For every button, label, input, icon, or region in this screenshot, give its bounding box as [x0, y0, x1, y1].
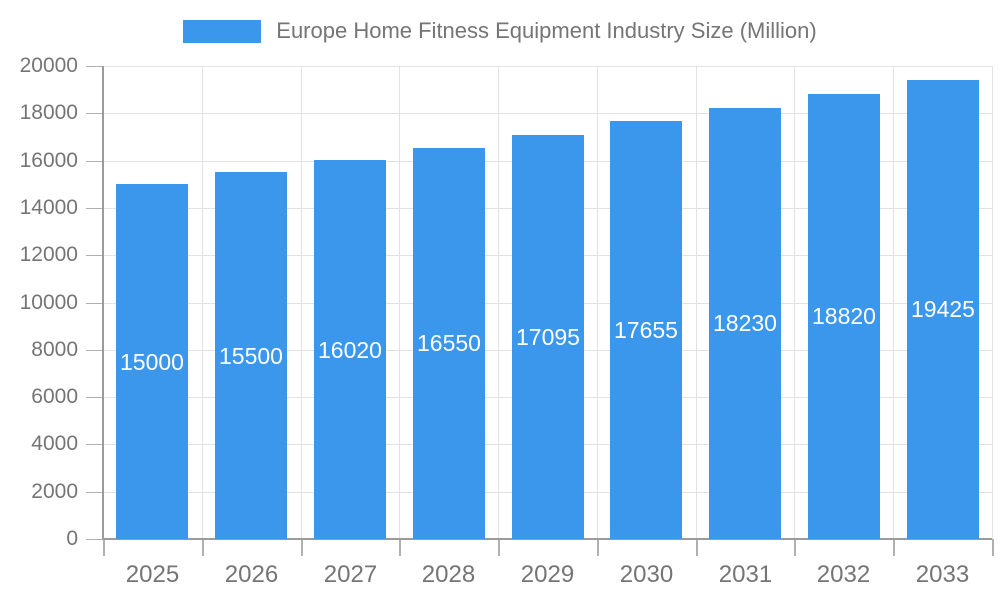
- y-tick-label: 16000: [19, 149, 78, 172]
- y-tick-label: 10000: [19, 291, 78, 314]
- x-gridline: [399, 66, 400, 539]
- bar: [610, 121, 682, 539]
- x-axis-tick: [498, 539, 500, 556]
- x-axis-tick: [103, 539, 105, 556]
- y-tick-label: 18000: [19, 101, 78, 124]
- bar-value-label: 17655: [614, 317, 678, 343]
- x-axis-tick: [399, 539, 401, 556]
- y-tick-label: 20000: [19, 54, 78, 77]
- y-tick-label: 8000: [31, 338, 78, 361]
- y-axis-tick: [86, 161, 103, 162]
- y-axis-tick: [86, 255, 103, 256]
- x-tick-label: 2033: [915, 561, 970, 588]
- x-gridline: [301, 66, 302, 539]
- bar-value-label: 18230: [713, 310, 777, 336]
- bar: [413, 148, 485, 539]
- y-gridline: [103, 113, 992, 114]
- bar-value-label: 15500: [219, 343, 283, 369]
- x-gridline: [696, 66, 697, 539]
- x-axis-tick: [202, 539, 204, 556]
- x-tick-label: 2026: [224, 561, 279, 588]
- y-axis-tick: [86, 492, 103, 493]
- y-axis-tick: [86, 539, 103, 540]
- y-tick-label: 0: [66, 527, 78, 550]
- x-tick-label: 2027: [323, 561, 378, 588]
- y-axis-tick: [86, 208, 103, 209]
- x-tick-label: 2028: [421, 561, 476, 588]
- x-axis-tick: [696, 539, 698, 556]
- y-axis-tick: [86, 397, 103, 398]
- x-gridline: [794, 66, 795, 539]
- x-tick-label: 2025: [125, 561, 180, 588]
- y-axis-line: [102, 66, 104, 539]
- y-axis-tick: [86, 350, 103, 351]
- bar-value-label: 19425: [911, 296, 975, 322]
- y-tick-label: 14000: [19, 196, 78, 219]
- legend-swatch: [183, 19, 262, 43]
- bar: [512, 135, 584, 539]
- y-gridline: [103, 66, 992, 67]
- bar: [709, 108, 781, 539]
- x-tick-label: 2030: [619, 561, 674, 588]
- x-gridline: [597, 66, 598, 539]
- x-tick-label: 2032: [816, 561, 871, 588]
- y-tick-label: 6000: [31, 385, 78, 408]
- x-axis-tick: [893, 539, 895, 556]
- bar-value-label: 18820: [812, 303, 876, 329]
- x-tick-label: 2031: [718, 561, 773, 588]
- x-gridline: [498, 66, 499, 539]
- x-axis-line: [102, 538, 992, 540]
- y-axis-tick: [86, 113, 103, 114]
- legend-title: Europe Home Fitness Equipment Industry S…: [276, 18, 817, 43]
- bar: [314, 160, 386, 539]
- y-tick-label: 4000: [31, 432, 78, 455]
- x-tick-label: 2029: [520, 561, 575, 588]
- x-gridline: [893, 66, 894, 539]
- bar: [808, 94, 880, 539]
- bar-value-label: 15000: [120, 349, 184, 375]
- x-axis-tick: [794, 539, 796, 556]
- y-axis-tick: [86, 66, 103, 67]
- y-tick-label: 12000: [19, 243, 78, 266]
- chart-legend: Europe Home Fitness Equipment Industry S…: [0, 18, 1000, 44]
- x-gridline: [992, 66, 993, 539]
- y-axis-tick: [86, 303, 103, 304]
- bar: [116, 184, 188, 539]
- x-axis-tick: [597, 539, 599, 556]
- x-axis-tick: [301, 539, 303, 556]
- bar: [907, 80, 979, 539]
- x-gridline: [202, 66, 203, 539]
- y-axis-tick: [86, 444, 103, 445]
- x-axis-tick: [992, 539, 994, 556]
- bar: [215, 172, 287, 539]
- bar-value-label: 17095: [516, 324, 580, 350]
- bar-value-label: 16550: [417, 330, 481, 356]
- y-tick-label: 2000: [31, 480, 78, 503]
- bar-value-label: 16020: [318, 337, 382, 363]
